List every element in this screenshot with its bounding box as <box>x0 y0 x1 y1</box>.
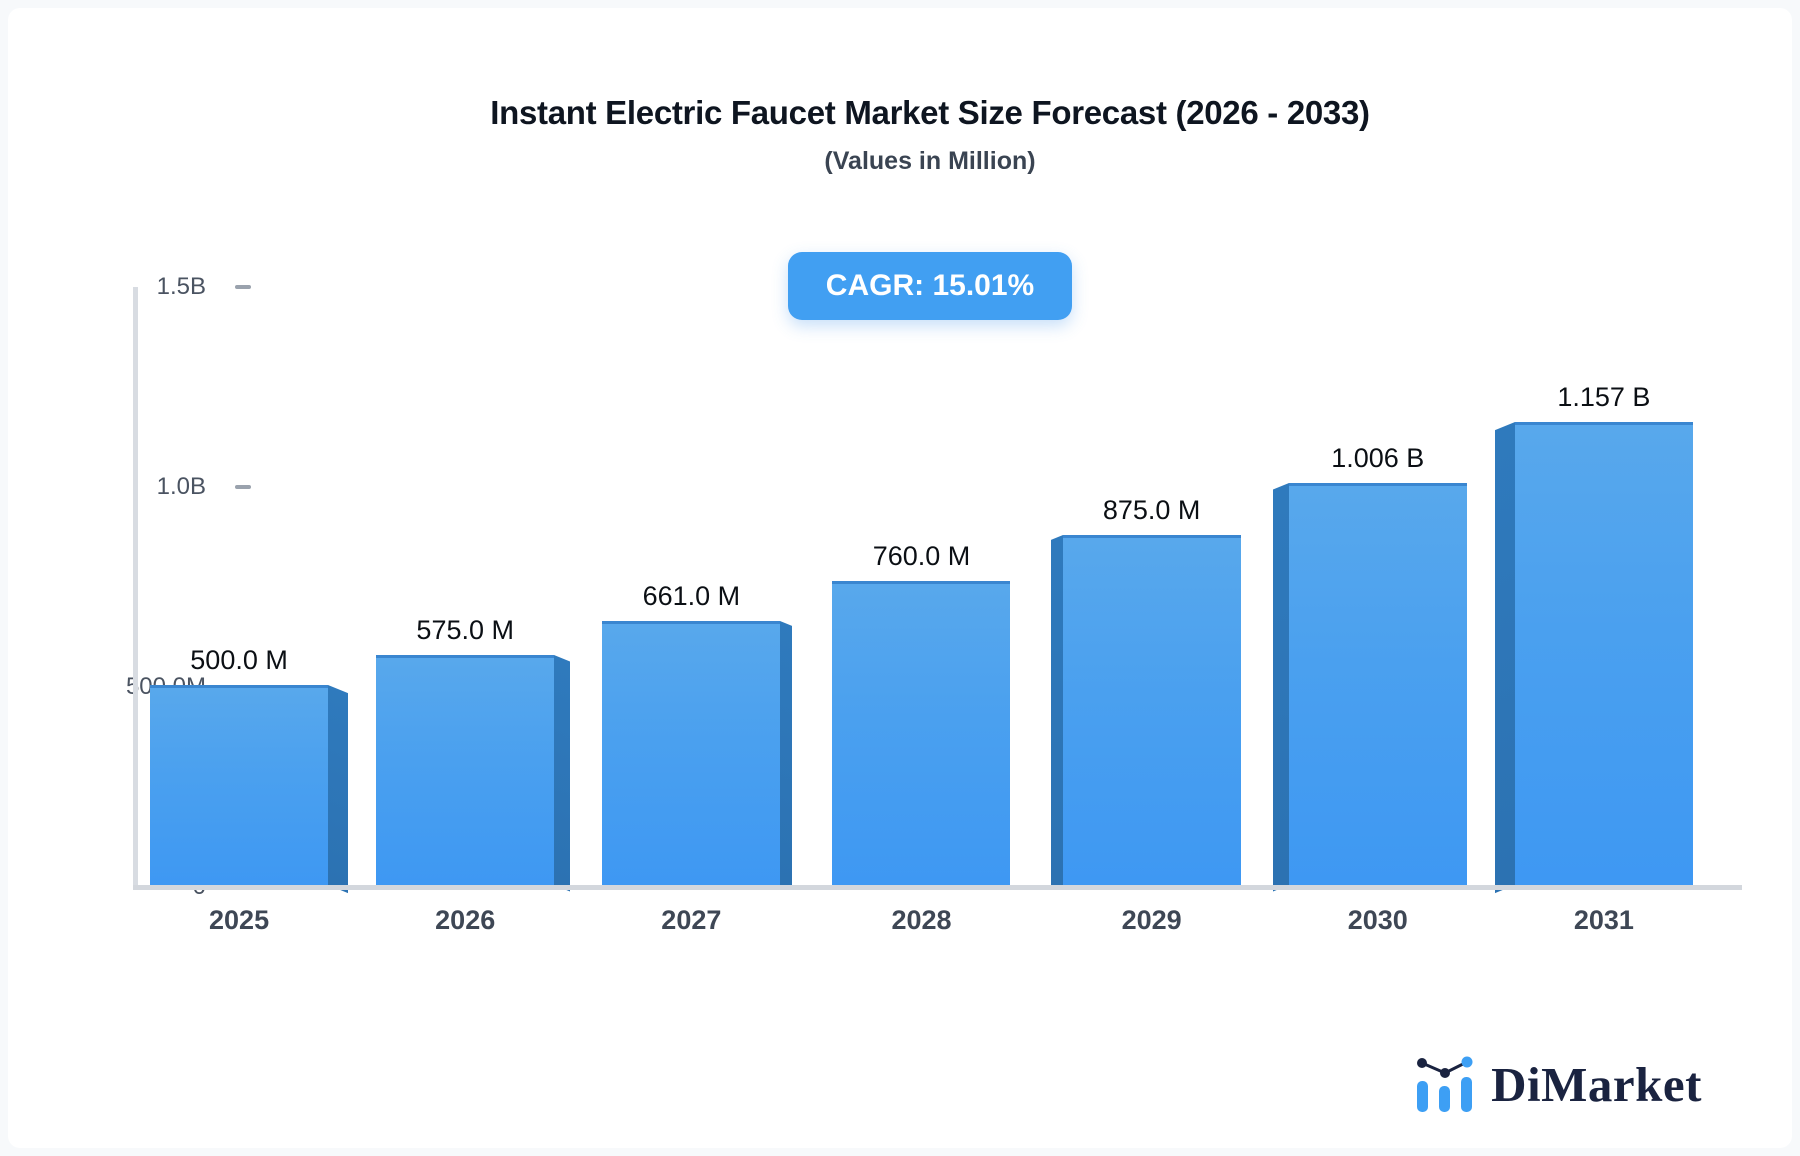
bar-3d-side <box>328 685 349 894</box>
bar-face <box>832 581 1011 885</box>
bar-face <box>150 685 329 885</box>
bar-face <box>376 655 555 885</box>
bar-value-label: 575.0 M <box>416 615 514 645</box>
bar-3d-side <box>1050 535 1063 890</box>
bar-2029 <box>1050 535 1241 890</box>
bar-2028 <box>832 581 1011 885</box>
bar-group-2031: 1.157 B 2031 <box>1494 382 1693 935</box>
x-axis-label-2031: 2031 <box>1573 905 1634 935</box>
y-tick-label: 1.0B <box>156 473 206 500</box>
bar-slot-2029: 875.0 M 2029 <box>1034 495 1258 935</box>
bar-2026 <box>376 655 571 892</box>
bar-3d-side <box>1494 422 1515 894</box>
x-axis-label-2030: 2030 <box>1347 905 1408 935</box>
bar-slot-2028: 760.0 M 2028 <box>809 541 1033 935</box>
bar-value-label: 1.006 B <box>1331 443 1425 473</box>
chart-subtitle: (Values in Million) <box>824 147 1036 175</box>
dimarket-logo: DiMarket <box>1413 1054 1702 1114</box>
bar-group-2025: 500.0 M 2025 <box>150 645 349 935</box>
bar-3d-side <box>780 621 793 890</box>
y-axis-line <box>133 287 138 890</box>
bar-value-label: 875.0 M <box>1102 495 1201 525</box>
x-axis-line <box>133 885 1742 890</box>
x-axis-label-2026: 2026 <box>435 905 496 935</box>
bar-face <box>1288 483 1467 885</box>
chart-card <box>8 8 1792 1148</box>
bar-group-2026: 575.0 M 2026 <box>376 615 571 935</box>
bar-slot-2027: 661.0 M 2027 <box>585 581 809 935</box>
bar-slot-2031: 1.157 B 2031 <box>1482 382 1706 935</box>
bar-face <box>1062 535 1241 885</box>
bar-value-label: 760.0 M <box>872 541 971 571</box>
bar-group-2030: 1.006 B 2030 <box>1272 443 1467 935</box>
bar-slot-2025: 500.0 M 2025 <box>137 645 361 935</box>
bar-slot-2030: 1.006 B 2030 <box>1258 443 1482 935</box>
bar-series: 500.0 M 2025 575.0 M 2026 661.0 M 2027 760.0 M… <box>137 287 1706 935</box>
bar-2025 <box>150 685 349 894</box>
bar-face <box>602 621 781 885</box>
dimarket-logo-text: DiMarket <box>1491 1056 1702 1112</box>
bar-2030 <box>1272 483 1467 892</box>
bar-group-2027: 661.0 M 2027 <box>602 581 793 935</box>
x-axis-label-2028: 2028 <box>891 905 952 935</box>
bar-face <box>1514 422 1693 885</box>
bar-2031 <box>1494 422 1693 894</box>
y-tick-mark <box>235 485 251 489</box>
bar-2027 <box>602 621 793 890</box>
bar-value-label: 500.0 M <box>190 645 288 675</box>
dimarket-logo-icon <box>1417 1056 1473 1112</box>
bar-3d-side <box>1272 483 1289 892</box>
x-axis-label-2027: 2027 <box>661 905 722 935</box>
x-axis-label-2025: 2025 <box>209 905 270 935</box>
y-tick-mark <box>235 285 251 289</box>
bar-value-label: 1.157 B <box>1557 382 1651 412</box>
bar-group-2029: 875.0 M 2029 <box>1050 495 1241 935</box>
bar-slot-2026: 575.0 M 2026 <box>361 615 585 935</box>
cagr-badge: CAGR: 15.01% <box>787 252 1073 320</box>
chart-title: Instant Electric Faucet Market Size Fore… <box>490 94 1370 131</box>
bar-value-label: 661.0 M <box>642 581 741 611</box>
bar-3d-side <box>554 655 571 892</box>
y-tick-label: 1.5B <box>156 273 206 300</box>
bar-group-2028: 760.0 M 2028 <box>832 541 1011 935</box>
chart-header: Instant Electric Faucet Market Size Fore… <box>60 94 1800 320</box>
x-axis-label-2029: 2029 <box>1121 905 1182 935</box>
